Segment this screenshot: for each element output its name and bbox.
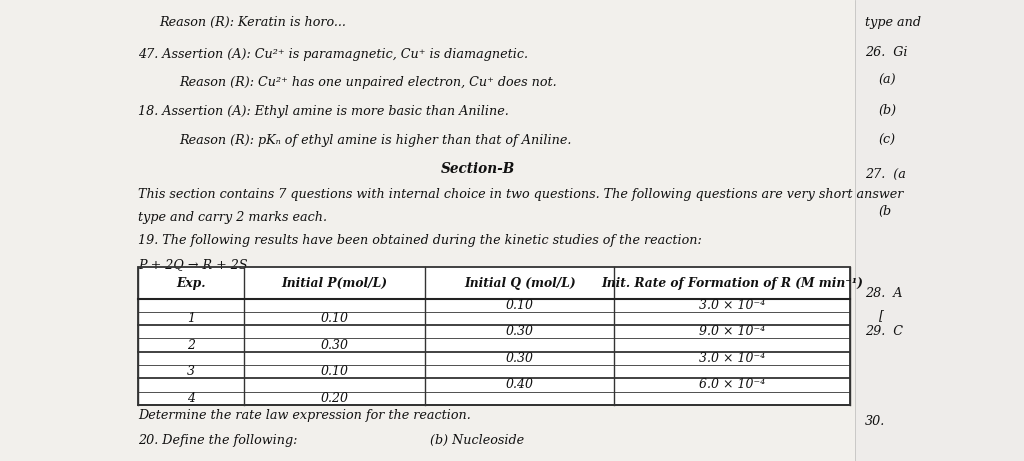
Text: Reason (R): Cu²⁺ has one unpaired electron, Cu⁺ does not.: Reason (R): Cu²⁺ has one unpaired electr… xyxy=(179,76,557,89)
Bar xyxy=(138,267,850,405)
Text: 6.0 × 10⁻⁴: 6.0 × 10⁻⁴ xyxy=(699,378,765,391)
Text: Reason (R): Keratin is horo...: Reason (R): Keratin is horo... xyxy=(159,16,345,29)
FancyBboxPatch shape xyxy=(855,0,1024,461)
Text: type and: type and xyxy=(865,16,922,29)
Text: (b) Nucleoside: (b) Nucleoside xyxy=(430,434,524,447)
Text: 4: 4 xyxy=(187,392,195,405)
Text: 0.30: 0.30 xyxy=(506,352,534,365)
Text: P + 2Q → R + 2S: P + 2Q → R + 2S xyxy=(138,258,248,271)
Text: 18. Assertion (A): Ethyl amine is more basic than Aniline.: 18. Assertion (A): Ethyl amine is more b… xyxy=(138,105,509,118)
Text: 30.: 30. xyxy=(865,415,886,428)
Bar xyxy=(138,267,850,405)
Text: 0.30: 0.30 xyxy=(506,325,534,338)
Text: Section-B: Section-B xyxy=(440,162,515,176)
Text: (a): (a) xyxy=(879,74,896,87)
Text: 0.10: 0.10 xyxy=(321,312,348,325)
Text: 26.  Gi: 26. Gi xyxy=(865,46,908,59)
Text: 29.  C: 29. C xyxy=(865,325,903,338)
Text: 28.  A: 28. A xyxy=(865,287,903,300)
Text: 0.10: 0.10 xyxy=(321,365,348,378)
Text: 3.0 × 10⁻⁴: 3.0 × 10⁻⁴ xyxy=(699,352,765,365)
Text: [: [ xyxy=(879,309,884,322)
Text: Exp.: Exp. xyxy=(176,277,206,290)
Text: (b: (b xyxy=(879,205,892,218)
Text: This section contains 7 questions with internal choice in two questions. The fol: This section contains 7 questions with i… xyxy=(138,188,903,201)
Text: Init. Rate of Formation of R (M min⁻¹): Init. Rate of Formation of R (M min⁻¹) xyxy=(601,277,863,290)
Text: 3: 3 xyxy=(187,365,195,378)
Text: 1: 1 xyxy=(187,312,195,325)
Text: 0.30: 0.30 xyxy=(321,339,348,352)
Text: 2: 2 xyxy=(187,339,195,352)
Text: Reason (R): pKₙ of ethyl amine is higher than that of Aniline.: Reason (R): pKₙ of ethyl amine is higher… xyxy=(179,134,571,147)
Text: 47. Assertion (A): Cu²⁺ is paramagnetic, Cu⁺ is diamagnetic.: 47. Assertion (A): Cu²⁺ is paramagnetic,… xyxy=(138,48,528,61)
FancyBboxPatch shape xyxy=(0,0,855,461)
Text: Initial P(mol/L): Initial P(mol/L) xyxy=(282,277,387,290)
Text: 0.10: 0.10 xyxy=(506,299,534,312)
Text: 0.40: 0.40 xyxy=(506,378,534,391)
Text: 9.0 × 10⁻⁴: 9.0 × 10⁻⁴ xyxy=(699,325,765,338)
Text: 0.20: 0.20 xyxy=(321,392,348,405)
Text: type and carry 2 marks each.: type and carry 2 marks each. xyxy=(138,211,328,224)
Text: (c): (c) xyxy=(879,134,896,147)
Text: 3.0 × 10⁻⁴: 3.0 × 10⁻⁴ xyxy=(699,299,765,312)
Text: Initial Q (mol/L): Initial Q (mol/L) xyxy=(464,277,575,290)
Text: 19. The following results have been obtained during the kinetic studies of the r: 19. The following results have been obta… xyxy=(138,234,702,247)
Text: Determine the rate law expression for the reaction.: Determine the rate law expression for th… xyxy=(138,409,471,422)
Text: 20. Define the following:: 20. Define the following: xyxy=(138,434,298,447)
Text: (b): (b) xyxy=(879,104,897,117)
Text: 27.  (a: 27. (a xyxy=(865,168,906,181)
